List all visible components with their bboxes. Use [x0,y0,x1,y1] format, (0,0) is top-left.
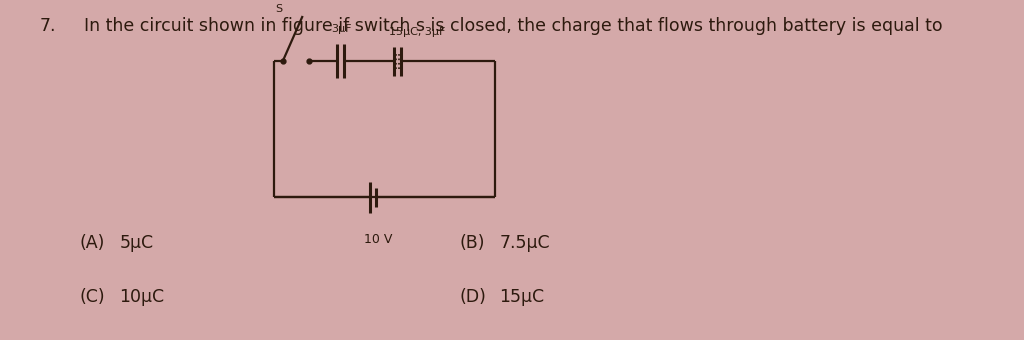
Text: (B): (B) [460,234,485,252]
Text: 7.5μC: 7.5μC [500,234,550,252]
Text: (D): (D) [460,288,486,306]
Text: 5μC: 5μC [119,234,154,252]
Text: 7.: 7. [40,17,56,35]
Text: S: S [275,4,283,14]
Text: (C): (C) [80,288,105,306]
Text: (A): (A) [80,234,104,252]
Text: 10μC: 10μC [119,288,165,306]
Text: 10 V: 10 V [364,233,392,246]
Text: 3μF: 3μF [332,24,352,34]
Text: 15μC: 15μC [500,288,545,306]
Text: In the circuit shown in figure if switch s is closed, the charge that flows thro: In the circuit shown in figure if switch… [84,17,942,35]
Text: 15μC, 3μF: 15μC, 3μF [389,27,445,37]
